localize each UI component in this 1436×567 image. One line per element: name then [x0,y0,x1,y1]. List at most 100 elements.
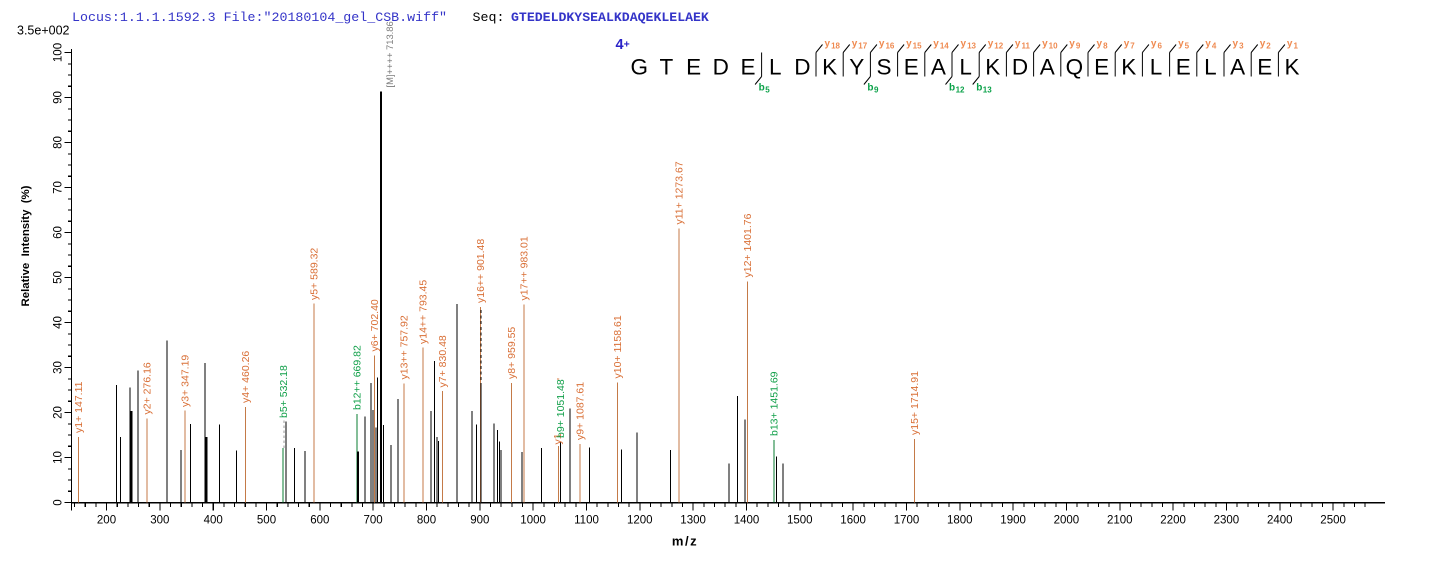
svg-text:Relative Intensity (%): Relative Intensity (%) [20,185,32,306]
svg-text:b9: b9 [867,83,879,95]
svg-text:y13++ 757.92: y13++ 757.92 [399,315,411,379]
svg-text:3.5e+002: 3.5e+002 [17,24,70,38]
svg-text:1500: 1500 [787,515,813,527]
svg-text:900: 900 [470,515,489,527]
svg-text:b13: b13 [976,83,992,95]
svg-text:y9+ 1087.61: y9+ 1087.61 [574,382,586,440]
svg-text:b5+ 532.18: b5+ 532.18 [278,365,290,418]
svg-text:600: 600 [310,515,329,527]
svg-text:b13+ 1451.69: b13+ 1451.69 [769,371,781,436]
svg-text:y15+ 1714.91: y15+ 1714.91 [909,371,921,435]
svg-text:y1+ 147.11: y1+ 147.11 [73,381,85,433]
svg-text:2200: 2200 [1160,515,1186,527]
svg-text:y4+ 460.26: y4+ 460.26 [240,351,252,403]
svg-text:2400: 2400 [1267,515,1293,527]
svg-text:A: A [1040,55,1055,80]
svg-text:m/z: m/z [672,534,698,549]
svg-text:40: 40 [53,316,65,329]
svg-text:y14: y14 [933,39,949,51]
svg-text:70: 70 [53,181,65,194]
svg-text:A: A [931,55,946,80]
svg-text:y7+ 830.48: y7+ 830.48 [437,335,449,387]
svg-text:1600: 1600 [840,515,866,527]
svg-text:y10+ 1158.61: y10+ 1158.61 [612,315,624,378]
svg-text:y15: y15 [906,39,922,51]
svg-text:0: 0 [53,499,65,505]
svg-text:4+: 4+ [616,37,630,53]
svg-text:80: 80 [53,136,65,149]
svg-text:E: E [1094,55,1109,80]
svg-text:E: E [740,55,755,80]
svg-text:2300: 2300 [1214,515,1240,527]
svg-text:E: E [1257,55,1272,80]
svg-text:y5: y5 [1178,39,1190,51]
svg-text:10: 10 [53,451,65,464]
svg-text:300: 300 [150,515,169,527]
svg-text:50: 50 [53,271,65,284]
svg-text:y8+ 959.55: y8+ 959.55 [506,327,518,379]
svg-text:Q: Q [1066,55,1084,80]
svg-text:S: S [876,55,891,80]
svg-text:K: K [985,55,1000,80]
svg-text:y7: y7 [1124,39,1136,51]
svg-text:100: 100 [53,43,65,62]
svg-text:y16: y16 [879,39,895,51]
svg-text:y11+ 1273.67: y11+ 1273.67 [674,161,686,224]
svg-text:Seq:: Seq: [473,10,505,25]
svg-text:b9+ 1051.48: b9+ 1051.48 [555,379,567,438]
svg-text:20: 20 [53,406,65,419]
svg-text:y4: y4 [1205,39,1217,51]
svg-text:': ' [555,378,567,380]
svg-text:y18: y18 [825,39,841,51]
svg-text:D: D [1012,55,1028,80]
svg-text:[M]++++ 713.86: [M]++++ 713.86 [384,21,395,87]
svg-text:G: G [630,55,648,80]
svg-text:y17: y17 [852,39,868,51]
svg-text:y10: y10 [1042,39,1058,51]
svg-text:L: L [959,55,972,80]
svg-text:y12: y12 [988,39,1004,51]
svg-text:D: D [713,55,729,80]
svg-text:K: K [1284,55,1299,80]
svg-text:y2: y2 [1260,39,1272,51]
svg-text:y3: y3 [1233,39,1245,51]
svg-text:GTEDELDKYSEALKDAQEKLELAEK: GTEDELDKYSEALKDAQEKLELAEK [511,10,709,25]
svg-text:y9: y9 [1069,39,1081,51]
svg-text:y16++ 901.48: y16++ 901.48 [475,239,487,303]
svg-text:2100: 2100 [1107,515,1133,527]
svg-text:500: 500 [257,515,276,527]
svg-text:y12+ 1401.76: y12+ 1401.76 [742,213,754,277]
svg-text:b5: b5 [759,83,771,95]
svg-text:y3+ 347.19: y3+ 347.19 [180,355,192,407]
svg-text:Y: Y [849,55,864,80]
svg-text:y6+ 702.40: y6+ 702.40 [369,299,381,351]
svg-text:T: T [660,55,674,80]
svg-text:2000: 2000 [1054,515,1080,527]
svg-text:200: 200 [97,515,116,527]
svg-text:700: 700 [364,515,383,527]
svg-text:y6: y6 [1151,39,1163,51]
svg-text:2500: 2500 [1320,515,1346,527]
svg-text:90: 90 [53,91,65,104]
svg-text:y5+ 589.32: y5+ 589.32 [309,248,321,300]
svg-text:1300: 1300 [680,515,706,527]
svg-text:400: 400 [204,515,223,527]
svg-text:y1: y1 [1287,39,1299,51]
svg-text:y13: y13 [961,39,977,51]
svg-text:E: E [1176,55,1191,80]
svg-text:A: A [1230,55,1245,80]
svg-text:L: L [1150,55,1163,80]
svg-text:Locus:1.1.1.1592.3 File:"20180: Locus:1.1.1.1592.3 File:"20180104_gel_CS… [72,10,447,25]
svg-text:y11: y11 [1015,39,1031,51]
svg-text:b12++ 669.82: b12++ 669.82 [352,345,364,410]
svg-text:800: 800 [417,515,436,527]
svg-text:y2+ 276.16: y2+ 276.16 [142,362,154,414]
svg-text:K: K [822,55,837,80]
svg-text:L: L [769,55,782,80]
svg-text:1700: 1700 [894,515,920,527]
svg-text:D: D [794,55,810,80]
svg-text:y1: y1 [552,433,564,444]
svg-text:60: 60 [53,226,65,239]
svg-text:y17++ 983.01: y17++ 983.01 [519,236,531,300]
svg-text:1000: 1000 [520,515,546,527]
